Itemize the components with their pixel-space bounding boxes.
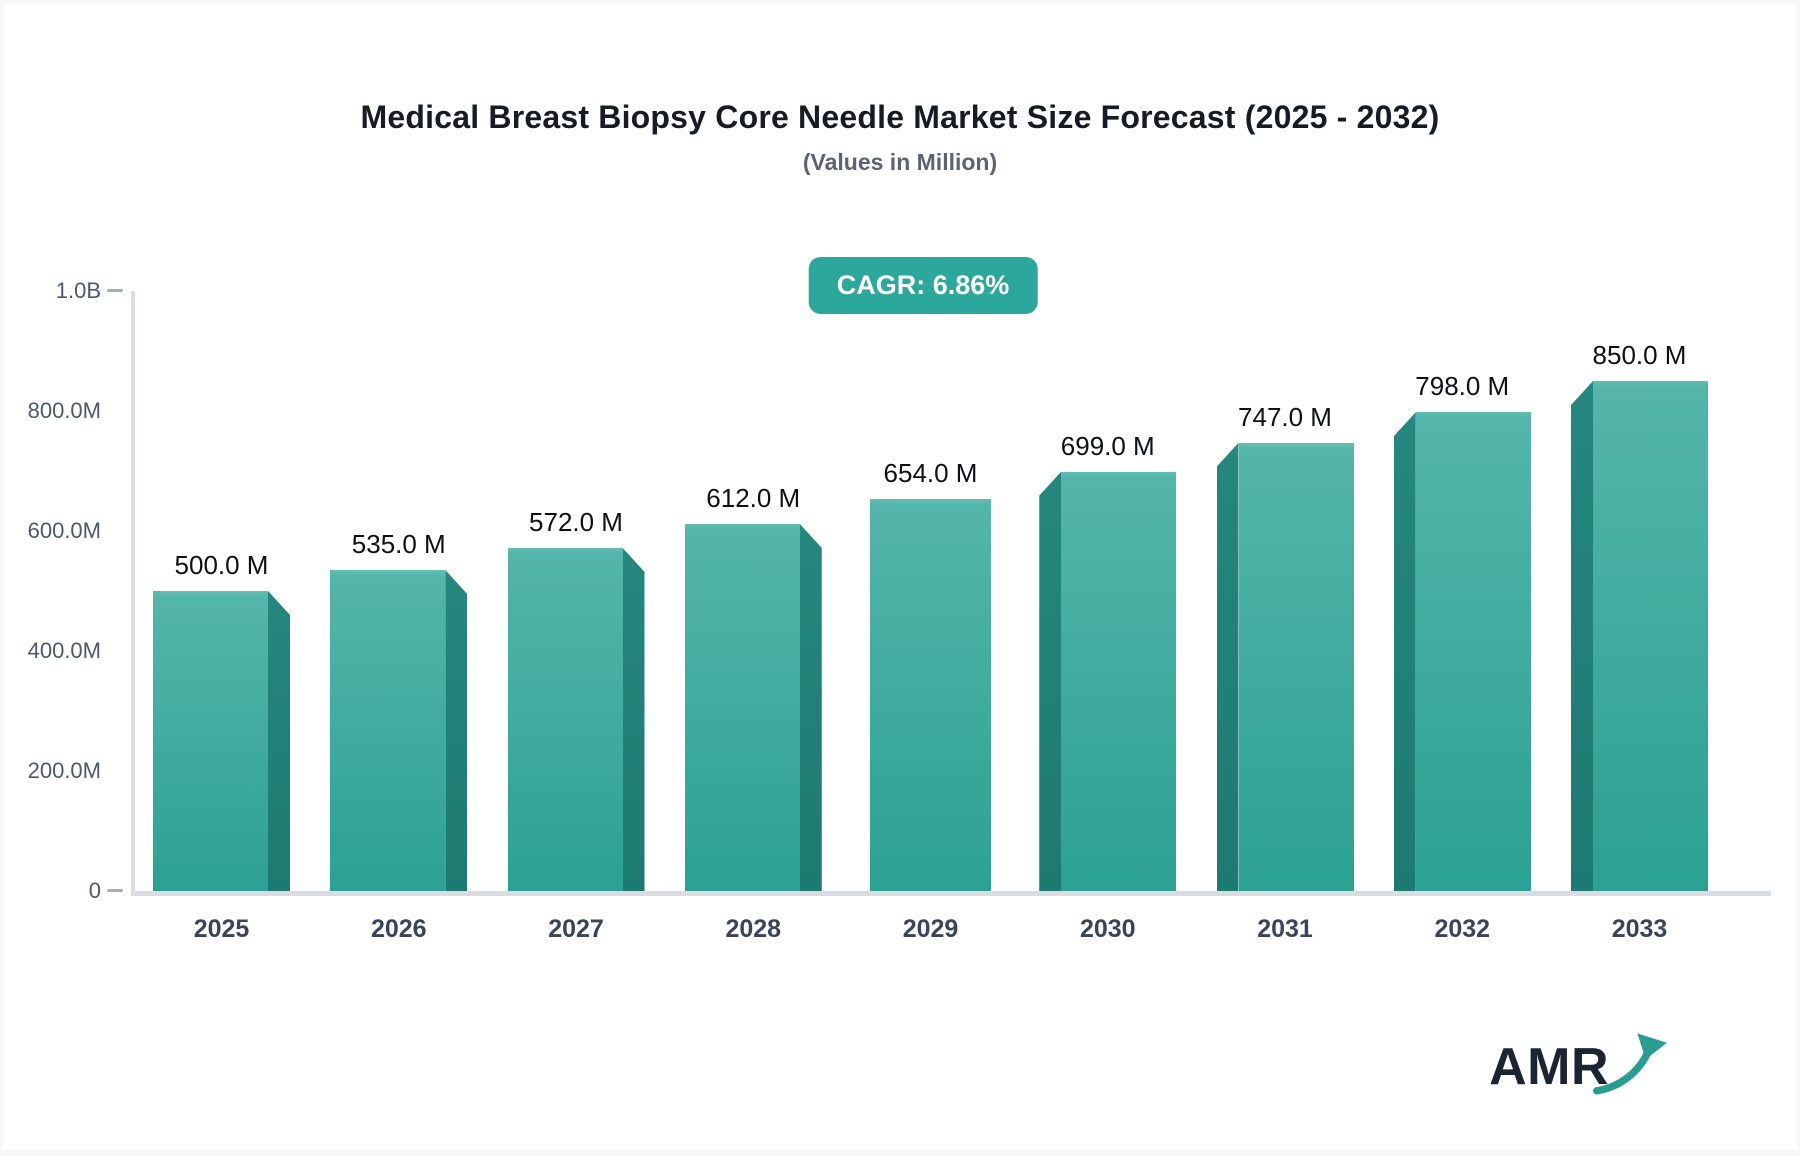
bar-2026: 535.0 M — [330, 529, 468, 891]
bar-side-face — [622, 547, 645, 891]
x-tick-label: 2030 — [1079, 915, 1136, 943]
bar-side-face — [1216, 442, 1239, 891]
bar-front-face — [684, 523, 800, 891]
bar-value-label: 699.0 M — [1060, 430, 1155, 461]
bar-front-face — [1238, 442, 1354, 891]
bar-front-face — [870, 498, 991, 891]
bar-2030: 699.0 M — [1039, 431, 1177, 891]
bar-2031: 747.0 M — [1216, 402, 1354, 891]
y-tick-label: 400.0M — [27, 638, 101, 663]
bar-2028: 612.0 M — [684, 483, 822, 891]
bar-value-label: 654.0 M — [883, 457, 978, 488]
bar-side-face — [1393, 412, 1416, 891]
bar-front-face — [330, 570, 446, 891]
bar-2027: 572.0 M — [507, 507, 645, 891]
bar-2025: 500.0 M — [153, 550, 290, 891]
bar-side-face — [1039, 471, 1062, 891]
bar-2032: 798.0 M — [1393, 371, 1531, 891]
chart-subtitle: (Values in Million) — [802, 149, 998, 175]
bar-2033: 850.0 M — [1571, 340, 1708, 891]
y-tick-label: 0 — [88, 878, 101, 903]
bar-value-label: 572.0 M — [529, 506, 623, 537]
x-tick-label: 2025 — [193, 915, 250, 943]
y-axis-tick-zero — [107, 889, 123, 892]
bar-value-label: 535.0 M — [351, 529, 446, 559]
bar-value-label: 500.0 M — [174, 550, 269, 580]
x-tick-label: 2033 — [1611, 915, 1668, 943]
bar-front-face — [153, 591, 268, 891]
bar-value-label: 798.0 M — [1415, 371, 1510, 402]
x-tick-label: 2026 — [370, 915, 427, 943]
bar-side-face — [1571, 381, 1593, 891]
bar-front-face — [1593, 381, 1708, 891]
bar-side-face — [445, 570, 468, 891]
x-tick-label: 2028 — [725, 915, 782, 943]
bar-value-label: 747.0 M — [1238, 401, 1332, 432]
bar-value-label: 850.0 M — [1592, 340, 1687, 370]
x-tick-label: 2027 — [548, 915, 604, 943]
y-tick-label: 600.0M — [27, 518, 101, 543]
bars-area: 500.0 M 535.0 M 572.0 M 612.0 M 654.0 M 699.0… — [153, 291, 1708, 891]
bar-side-face — [799, 523, 822, 891]
chart-card: Medical Breast Biopsy Core Needle Market… — [3, 3, 1797, 1150]
bar-front-face — [1061, 471, 1177, 891]
amr-logo-text: AMR — [1489, 1038, 1609, 1096]
cagr-badge: CAGR: 6.86% — [808, 257, 1038, 314]
y-tick-label: 1.0B — [55, 278, 101, 303]
bar-front-face — [507, 547, 623, 891]
x-tick-label: 2032 — [1434, 915, 1491, 943]
bar-front-face — [1415, 412, 1531, 891]
y-axis-line — [131, 291, 135, 893]
x-tick-label: 2031 — [1257, 915, 1313, 943]
amr-logo: AMR — [1489, 1031, 1667, 1096]
y-tick-label: 200.0M — [27, 758, 101, 783]
x-axis-labels: 2025 2026 2027 2028 2029 2030 2031 2032 2033 — [153, 915, 1708, 944]
bar-2029: 654.0 M — [862, 458, 999, 891]
bar-value-label: 612.0 M — [706, 482, 801, 513]
x-tick-label: 2029 — [902, 915, 959, 943]
y-tick-label: 800.0M — [27, 398, 101, 423]
bar-side-face — [268, 591, 290, 891]
chart-title: Medical Breast Biopsy Core Needle Market… — [360, 99, 1440, 135]
y-axis-tick-top — [107, 289, 123, 292]
x-axis-line — [131, 891, 1771, 896]
growth-arrow-icon — [1593, 1033, 1667, 1095]
